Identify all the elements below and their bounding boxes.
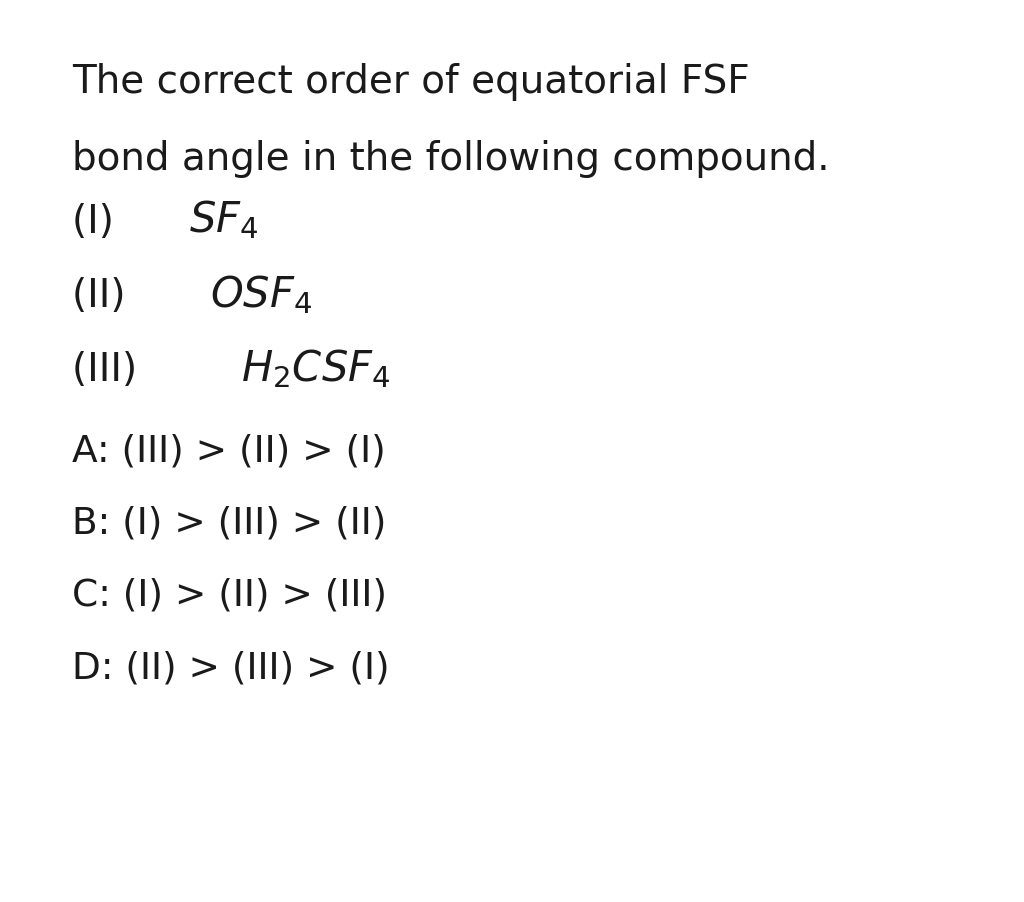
Text: The correct order of equatorial FSF: The correct order of equatorial FSF [72,63,750,101]
Text: bond angle in the following compound.: bond angle in the following compound. [72,140,829,178]
Text: $SF_4$: $SF_4$ [189,198,259,242]
Text: (III): (III) [72,351,150,389]
Text: $OSF_4$: $OSF_4$ [210,272,312,316]
Text: D: (II) > (III) > (I): D: (II) > (III) > (I) [72,649,389,686]
Text: A: (III) > (II) > (I): A: (III) > (II) > (I) [72,433,385,469]
Text: C: (I) > (II) > (III): C: (I) > (II) > (III) [72,577,387,613]
Text: (I): (I) [72,203,126,241]
Text: B: (I) > (III) > (II): B: (I) > (III) > (II) [72,505,386,541]
Text: $H_2CSF_4$: $H_2CSF_4$ [241,346,390,390]
Text: (II): (II) [72,277,137,315]
